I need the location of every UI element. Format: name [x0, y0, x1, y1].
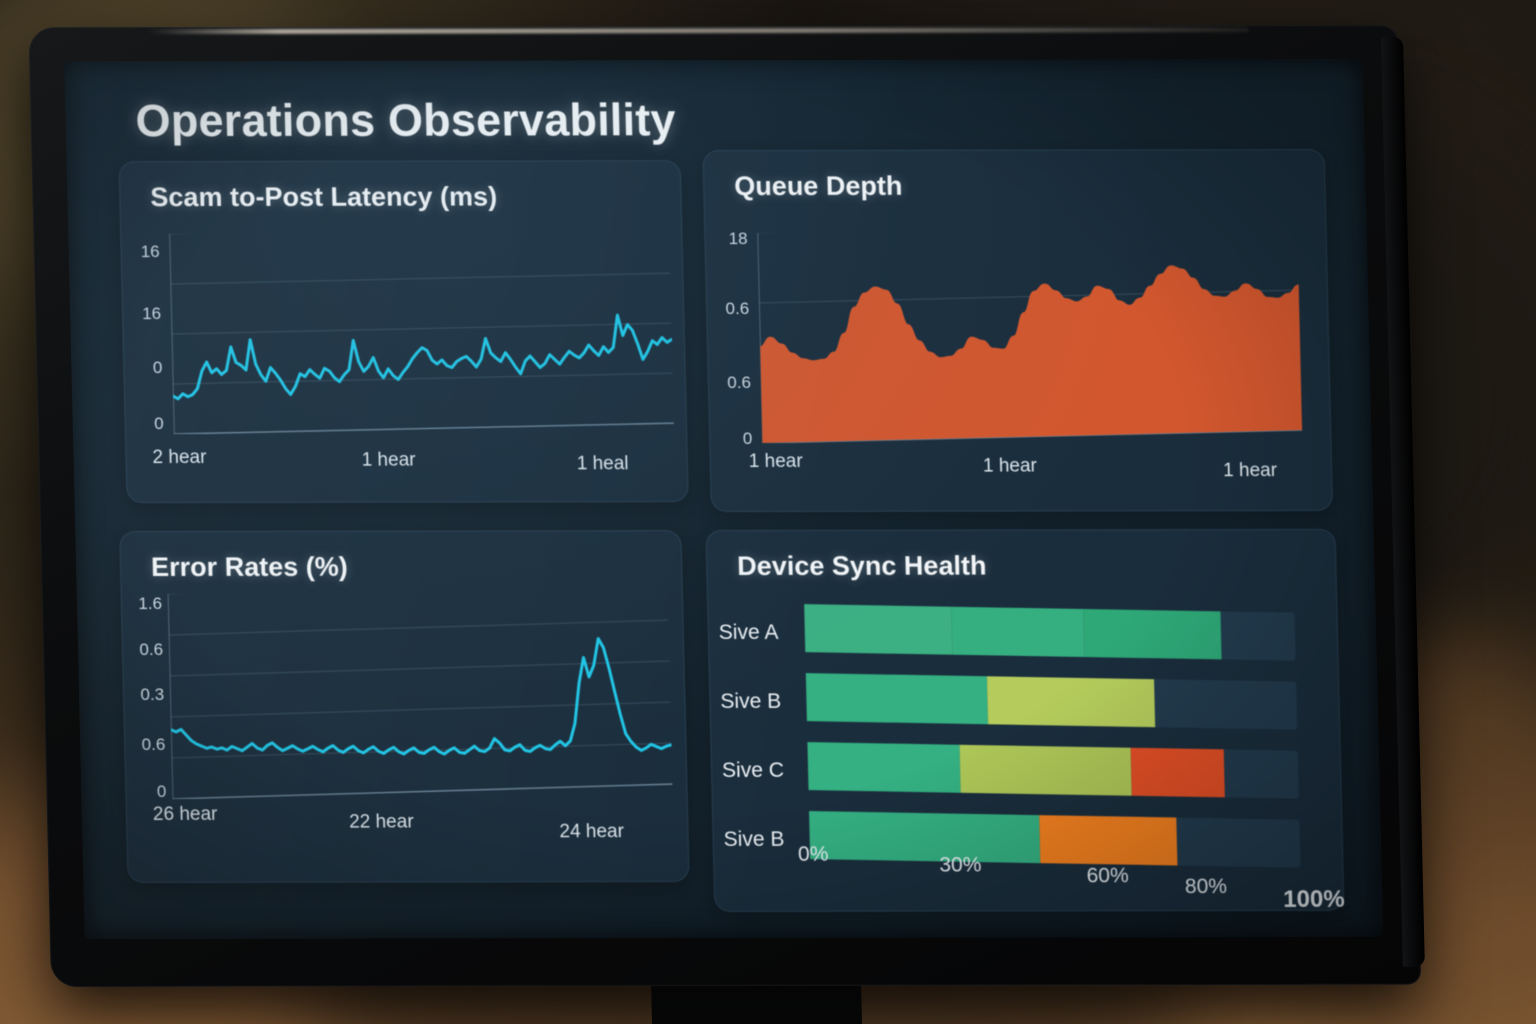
device-row-segment[interactable] [804, 604, 953, 655]
device-row-track[interactable] [809, 811, 1301, 868]
device-row-segment[interactable] [805, 673, 989, 725]
device-axis-tick: 0% [797, 842, 829, 866]
latency-ytick-0: 16 [140, 242, 160, 262]
panel-errors: Error Rates (%) 1.6 0.6 0.3 0.6 0 26 hea… [119, 530, 690, 883]
device-row-track[interactable] [807, 742, 1299, 799]
device-axis-tick: 100% [1282, 885, 1345, 913]
errors-chart [167, 593, 673, 799]
queue-ytick-3: 0 [742, 428, 753, 449]
monitor: Operations Observability Scam to-Post La… [28, 7, 1452, 1024]
panel-errors-title: Error Rates (%) [150, 551, 349, 583]
device-row-label: Sive C [721, 758, 785, 782]
device-sync-rows: Sive A Sive B Sive C Sive B [706, 530, 1334, 868]
panel-queue: Queue Depth 18 0.6 0.6 0 1 hear 1 hear 1… [702, 149, 1334, 513]
device-row-segment[interactable] [959, 744, 1133, 796]
errors-ytick-1: 0.6 [139, 639, 164, 660]
errors-ytick-4: 0 [156, 781, 167, 801]
errors-ytick-3: 0.6 [141, 734, 166, 754]
device-axis-tick: 30% [939, 853, 982, 877]
dashboard: Operations Observability Scam to-Post La… [64, 59, 1383, 939]
page-title: Operations Observability [134, 94, 677, 147]
latency-ytick-2: 0 [152, 358, 163, 378]
device-axis-tick: 80% [1184, 875, 1228, 899]
device-row-segment[interactable] [987, 676, 1156, 728]
latency-ytick-1: 16 [141, 304, 162, 324]
device-row-segment[interactable] [1039, 815, 1178, 866]
device-row-segment[interactable] [1083, 609, 1223, 660]
errors-ytick-2: 0.3 [140, 684, 165, 705]
device-row-segment[interactable] [807, 742, 961, 793]
queue-ytick-0: 18 [728, 229, 748, 249]
latency-ytick-3: 0 [154, 414, 164, 434]
latency-xtick-0: 2 hear [152, 446, 207, 469]
latency-xtick-2: 1 heal [576, 453, 629, 475]
queue-xtick-0: 1 hear [748, 450, 803, 472]
panel-latency-title: Scam to-Post Latency (ms) [150, 181, 498, 213]
latency-chart [169, 233, 674, 435]
errors-xtick-2: 24 hear [559, 821, 625, 843]
panel-devices: Device Sync Health Sive A Sive B Sive C Siv… [705, 528, 1345, 913]
queue-ytick-1: 0.6 [725, 299, 750, 319]
device-row-segment[interactable] [809, 811, 1041, 864]
device-row-segment[interactable] [951, 606, 1085, 658]
panel-devices-title: Device Sync Health [736, 550, 987, 581]
monitor-screen: Operations Observability Scam to-Post La… [64, 59, 1384, 940]
errors-ytick-0: 1.6 [138, 593, 163, 614]
latency-xtick-1: 1 hear [361, 449, 416, 471]
device-axis-tick: 60% [1086, 864, 1129, 888]
device-row-label: Sive B [720, 689, 782, 713]
panel-latency: Scam to-Post Latency (ms) 16 16 0 0 2 he… [118, 160, 689, 504]
panel-queue-title: Queue Depth [733, 170, 903, 202]
queue-xtick-1: 1 hear [982, 455, 1038, 477]
device-row-label: Sive B [723, 827, 785, 851]
device-row-segment[interactable] [1131, 747, 1226, 798]
queue-chart [757, 232, 1303, 443]
device-sync-axis: 0% 30% 60% 80% 100% [706, 530, 1345, 913]
errors-xtick-0: 26 hear [152, 803, 218, 825]
device-row-label: Sive A [718, 620, 779, 645]
queue-ytick-2: 0.6 [727, 373, 752, 393]
errors-xtick-1: 22 hear [348, 811, 414, 833]
queue-xtick-2: 1 hear [1222, 460, 1278, 482]
device-row-track[interactable] [804, 604, 1296, 661]
device-row-track[interactable] [805, 673, 1298, 730]
